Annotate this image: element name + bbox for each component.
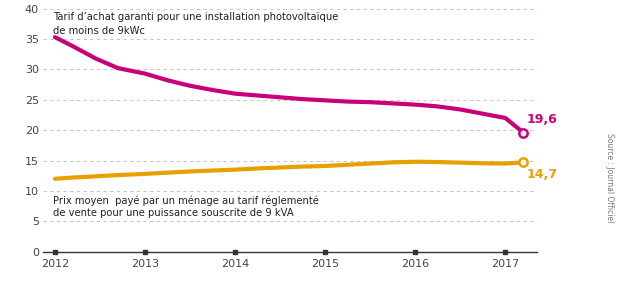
Text: 19,6: 19,6 [527,114,558,126]
Text: Source : Journal Officiel: Source : Journal Officiel [605,133,614,222]
Text: Tarif d’achat garanti pour une installation photovoltaïque: Tarif d’achat garanti pour une installat… [53,12,339,22]
Text: Prix moyen  payé par un ménage au tarif réglementé: Prix moyen payé par un ménage au tarif r… [53,195,319,206]
Text: 14,7: 14,7 [527,168,558,181]
Text: de vente pour une puissance souscrite de 9 kVA: de vente pour une puissance souscrite de… [53,208,294,218]
Text: de moins de 9kWc: de moins de 9kWc [53,25,145,35]
